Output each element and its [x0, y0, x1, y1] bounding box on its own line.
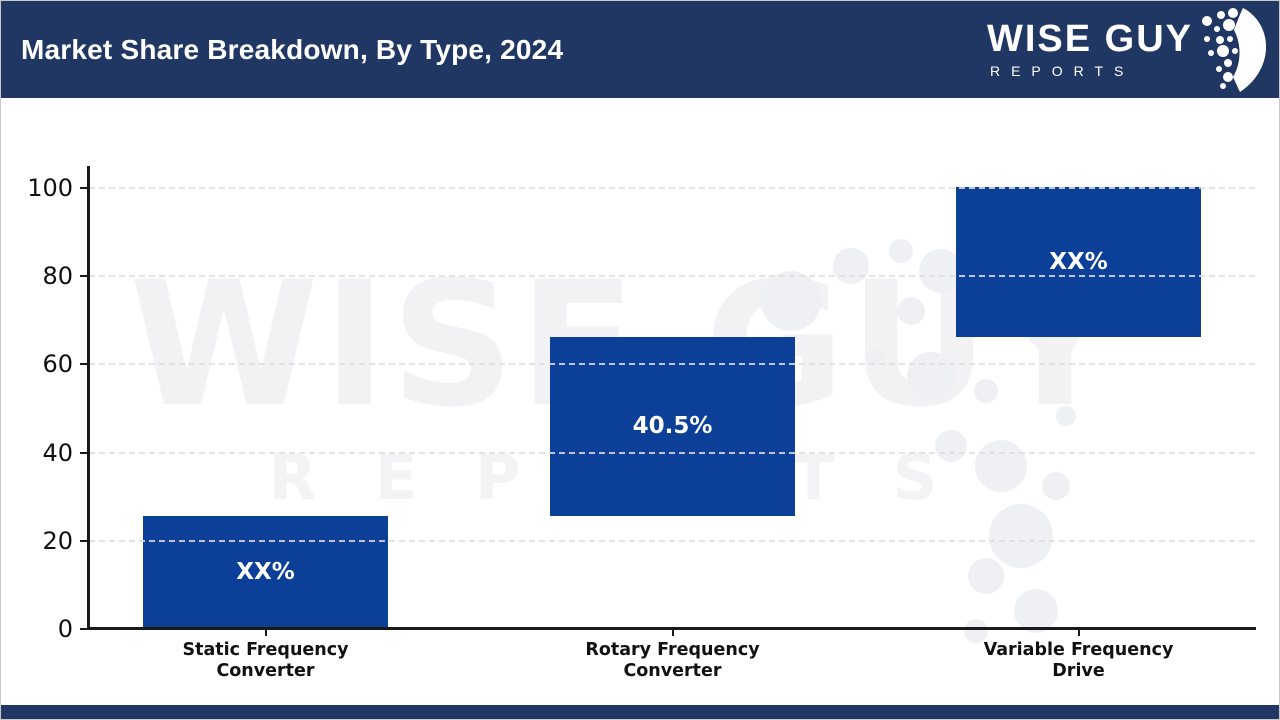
y-tick-label: 20	[42, 526, 73, 555]
bar-value-label: XX%	[236, 558, 295, 585]
x-axis-label: Rotary Frequency Converter	[585, 640, 760, 682]
brand-logo-subtext: REPORTS	[989, 63, 1135, 79]
bar-value-label: 40.5%	[632, 413, 713, 440]
y-tick-mark	[80, 275, 88, 278]
gridline	[89, 451, 1255, 454]
page-title: Market Share Breakdown, By Type, 2024	[21, 33, 564, 65]
brand-logo-head-icon	[1202, 7, 1267, 92]
x-axis-line	[87, 627, 1256, 630]
brand-logo-text: WISE GUY REPORTS	[987, 20, 1193, 79]
header-banner: Market Share Breakdown, By Type, 2024 WI…	[1, 1, 1279, 98]
y-tick-label: 0	[57, 615, 73, 643]
bar-3: XX%	[956, 187, 1201, 337]
footer-banner	[1, 705, 1279, 719]
y-tick-label: 80	[42, 262, 73, 291]
y-tick-label: 100	[27, 174, 73, 202]
y-tick-mark	[80, 628, 88, 630]
y-tick-mark	[80, 187, 88, 189]
y-axis-line	[87, 166, 90, 629]
y-tick-mark	[80, 539, 88, 542]
x-tick-mark	[1077, 629, 1080, 636]
gridline	[89, 187, 1255, 189]
brand-logo-wordmark: WISE GUY	[986, 18, 1193, 60]
bar-2: 40.5%	[550, 336, 795, 516]
bar-value-label: XX%	[1049, 248, 1108, 275]
x-tick-mark	[264, 629, 267, 636]
y-tick-label: 40	[42, 438, 73, 467]
y-tick-label: 60	[42, 350, 73, 379]
gridline	[89, 539, 1255, 542]
x-axis-label: Variable Frequency Drive	[983, 640, 1174, 682]
gridline	[89, 275, 1255, 278]
x-tick-mark	[671, 629, 674, 636]
bar-1: XX%	[143, 515, 388, 628]
brand-logo: WISE GUY REPORTS	[987, 1, 1269, 98]
y-tick-mark	[80, 451, 88, 454]
y-tick-mark	[80, 363, 88, 366]
x-axis-label: Static Frequency Converter	[182, 640, 349, 682]
gridline	[89, 363, 1255, 366]
